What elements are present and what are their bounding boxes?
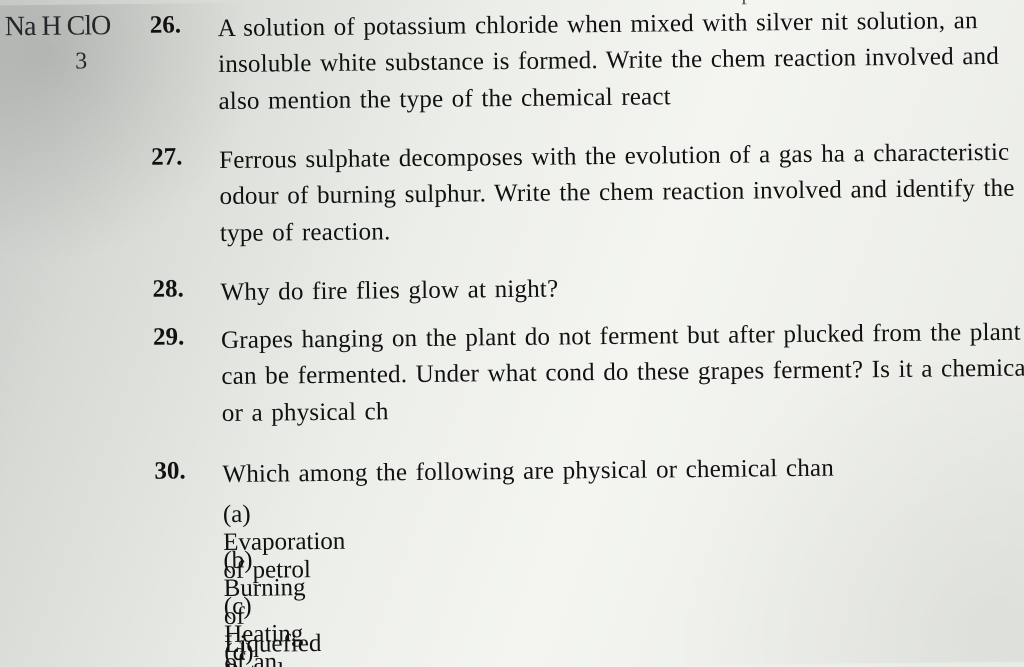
question-number: 29. (153, 323, 185, 351)
question-text: Which among the following are physical o… (222, 448, 1024, 493)
page: sulphate. Na H ClO 3 26. A solution of p… (0, 0, 1024, 667)
margin-handwriting: Na H ClO (5, 10, 111, 43)
question-text: Ferrous sulphate decomposes with the evo… (219, 134, 1024, 251)
question-number: 27. (151, 143, 183, 171)
margin-handwriting-sub: 3 (75, 48, 87, 75)
question-number: 30. (154, 457, 186, 485)
question-number: 28. (152, 275, 184, 303)
question-text: A solution of potassium chloride when mi… (218, 2, 1024, 119)
option-d: (d) Curdling of milk (224, 638, 314, 667)
question-text: Why do fire flies glow at night? (220, 266, 1024, 311)
question-text: Grapes hanging on the plant do not ferme… (221, 314, 1024, 431)
question-number: 26. (150, 11, 182, 39)
